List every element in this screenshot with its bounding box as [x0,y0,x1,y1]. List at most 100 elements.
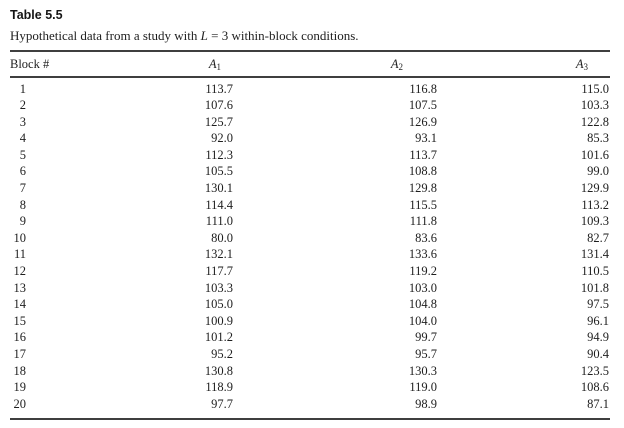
cell-a3-value: 96.1 [587,313,609,328]
cell-a1-value: 103.3 [204,280,233,295]
table-row: 14 105.0 104.8 97.5 [10,296,610,313]
cell-a1-value: 101.2 [204,330,233,345]
cell-a2-value: 116.8 [409,81,437,96]
cell-a2-value: 107.5 [408,98,437,113]
cell-a2-value: 119.0 [409,380,437,395]
cell-a3-value: 123.5 [580,363,609,378]
cell-a2-value: 104.8 [408,297,437,312]
cell-a2-value: 129.8 [408,181,437,196]
cell-a3-value: 82.7 [587,230,609,245]
column-header-a3-subscript: 3 [583,62,589,72]
table-row: 8 114.4 115.5 113.2 [10,197,610,214]
cell-a3-value: 87.1 [587,396,609,411]
cell-a2-value: 93.1 [415,131,437,146]
table-row: 1 113.7 116.8 115.0 [10,81,610,98]
cell-a3-value: 110.5 [581,264,609,279]
cell-a3-value: 108.6 [580,380,609,395]
table-row: 17 95.2 95.7 90.4 [10,346,610,363]
cell-block-number: 9 [19,214,26,229]
column-header-a2-base: A [390,57,399,71]
table-row: 3 125.7 126.9 122.8 [10,114,610,131]
column-header-a1: A1 [26,52,233,76]
table-row: 5 112.3 113.7 101.6 [10,147,610,164]
cell-block-number: 11 [13,247,26,262]
cell-a3-value: 115.0 [581,81,609,96]
cell-a1-value: 80.0 [211,230,233,245]
cell-a3-value: 109.3 [580,214,609,229]
cell-a1-value: 118.9 [205,380,233,395]
cell-block-number: 2 [19,98,26,113]
caption-variable: L [200,28,208,43]
table-row: 16 101.2 99.7 94.9 [10,329,610,346]
table-row: 9 111.0 111.8 109.3 [10,213,610,230]
cell-a2-value: 133.6 [408,247,437,262]
column-header-a3: A3 [437,52,610,76]
cell-block-number: 17 [13,347,27,361]
table-row: 18 130.8 130.3 123.5 [10,363,610,380]
table-row: 2 107.6 107.5 103.3 [10,97,610,114]
cell-a3-value: 94.9 [587,330,609,345]
cell-a1-value: 105.0 [204,297,233,312]
cell-a1-value: 114.4 [205,197,233,212]
cell-a2-value: 108.8 [408,164,437,179]
table-title: Table 5.5 [10,8,63,22]
cell-block-number: 7 [19,181,26,196]
caption-text-post: = 3 within-block conditions. [207,28,359,43]
table-row: 10 80.0 83.6 82.7 [10,230,610,247]
cell-block-number: 20 [13,396,27,411]
data-table: Block # A1 A2 A3 1 113.7 116.8 115.0 2 1… [10,50,610,421]
cell-block-number: 13 [13,280,27,295]
cell-a3-value: 99.0 [587,164,609,179]
cell-a3-value: 97.5 [587,297,609,312]
table-row: 11 132.1 133.6 131.4 [10,246,610,263]
cell-a2-value: 111.8 [409,214,437,229]
caption-text-pre: Hypothetical data from a study with [10,28,201,43]
column-header-a1-subscript: 1 [216,62,222,72]
cell-a3-value: 103.3 [580,98,609,113]
cell-a3-value: 101.8 [580,280,609,295]
cell-a3-value: 101.6 [580,147,609,162]
cell-a1-value: 130.1 [204,181,233,196]
cell-a1-value: 97.7 [211,396,233,411]
column-header-a1-base: A [208,57,217,71]
cell-a1-value: 113.7 [205,81,233,96]
cell-a2-value: 119.2 [409,264,437,279]
column-header-a3-base: A [575,57,584,71]
cell-block-number: 5 [19,147,26,162]
cell-a2-value: 83.6 [415,230,437,245]
cell-block-number: 16 [13,330,27,345]
cell-block-number: 12 [13,264,27,279]
column-header-a2: A2 [233,52,437,76]
cell-a2-value: 130.3 [408,363,437,378]
cell-a1-value: 92.0 [211,131,233,146]
cell-a1-value: 117.7 [205,264,233,279]
cell-a1-value: 132.1 [204,247,233,262]
cell-block-number: 4 [19,131,26,146]
cell-a1-value: 100.9 [204,313,233,328]
table-header-rule [10,76,610,78]
table-row: 13 103.3 103.0 101.8 [10,280,610,297]
table-top-rule [10,50,610,52]
column-header-a2-subscript: 2 [398,62,404,72]
cell-a1-value: 105.5 [204,164,233,179]
cell-block-number: 8 [19,197,26,212]
table-row: 15 100.9 104.0 96.1 [10,313,610,330]
table-header-row: Block # A1 A2 A3 [10,52,610,76]
cell-a1-value: 130.8 [204,363,233,378]
table-row: 12 117.7 119.2 110.5 [10,263,610,280]
cell-a3-value: 85.3 [587,131,609,146]
cell-a1-value: 112.3 [205,147,233,162]
cell-a2-value: 95.7 [415,347,437,361]
cell-a3-value: 131.4 [580,247,609,262]
cell-block-number: 1 [19,81,26,96]
cell-block-number: 10 [13,230,27,245]
cell-a2-value: 99.7 [415,330,437,345]
table-row: 4 92.0 93.1 85.3 [10,130,610,147]
column-header-block: Block # [10,57,50,71]
cell-a2-value: 104.0 [408,313,437,328]
cell-a3-value: 129.9 [580,181,609,196]
cell-block-number: 6 [19,164,26,179]
cell-a2-value: 115.5 [409,197,437,212]
table-row: 7 130.1 129.8 129.9 [10,180,610,197]
